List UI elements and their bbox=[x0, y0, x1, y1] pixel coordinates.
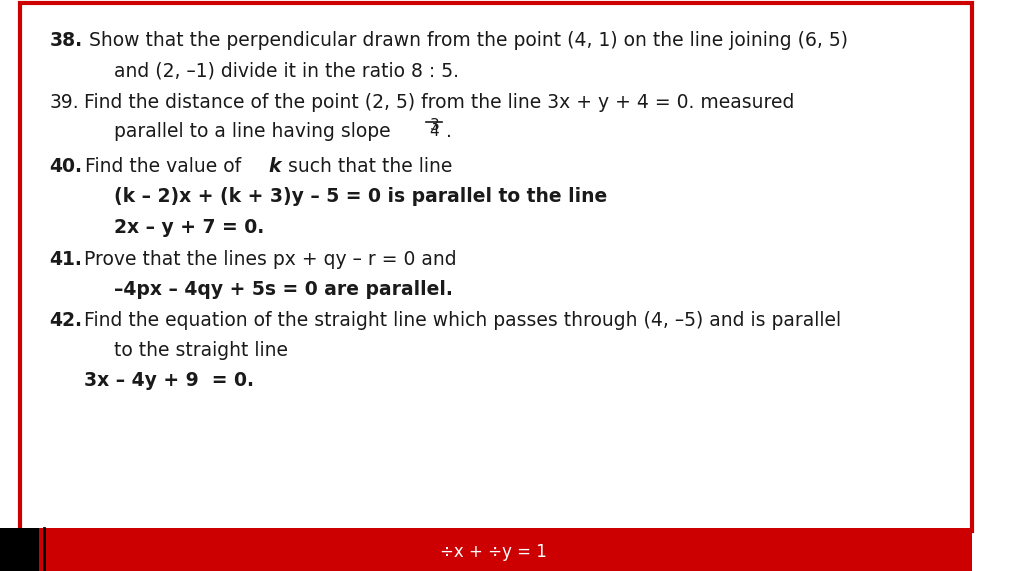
Text: .: . bbox=[446, 122, 452, 140]
Text: Show that the perpendicular drawn from the point (4, 1) on the line joining (6, : Show that the perpendicular drawn from t… bbox=[89, 31, 848, 50]
Text: to the straight line: to the straight line bbox=[114, 341, 288, 360]
Text: ÷x + ÷y = 1: ÷x + ÷y = 1 bbox=[440, 543, 547, 561]
Text: 4: 4 bbox=[429, 124, 439, 139]
Text: Find the value of: Find the value of bbox=[85, 157, 247, 176]
Text: 38.: 38. bbox=[49, 31, 83, 50]
Text: 39.: 39. bbox=[49, 93, 79, 111]
Text: k: k bbox=[268, 157, 281, 176]
Text: 2x – y + 7 = 0.: 2x – y + 7 = 0. bbox=[114, 218, 264, 237]
Text: parallel to a line having slope: parallel to a line having slope bbox=[114, 122, 396, 140]
Text: 3x – 4y + 9  = 0.: 3x – 4y + 9 = 0. bbox=[84, 371, 254, 390]
Text: 3: 3 bbox=[429, 118, 439, 133]
Text: Prove that the lines px + qy – r = 0 and: Prove that the lines px + qy – r = 0 and bbox=[84, 250, 457, 268]
Text: 42.: 42. bbox=[49, 311, 82, 330]
Text: (k – 2)x + (k + 3)y – 5 = 0 is parallel to the line: (k – 2)x + (k + 3)y – 5 = 0 is parallel … bbox=[114, 187, 607, 206]
Text: Find the distance of the point (2, 5) from the line 3x + y + 4 = 0. measured: Find the distance of the point (2, 5) fr… bbox=[84, 93, 795, 111]
Text: 41.: 41. bbox=[49, 250, 82, 268]
Bar bbox=[19, 528, 973, 571]
Text: 40.: 40. bbox=[49, 157, 82, 176]
Text: and (2, –1) divide it in the ratio 8 : 5.: and (2, –1) divide it in the ratio 8 : 5… bbox=[114, 61, 459, 80]
Text: Find the equation of the straight line which passes through (4, –5) and is paral: Find the equation of the straight line w… bbox=[84, 311, 841, 330]
Text: such that the line: such that the line bbox=[283, 157, 453, 176]
Bar bbox=[0, 528, 40, 571]
Text: –4px – 4qy + 5s = 0 are parallel.: –4px – 4qy + 5s = 0 are parallel. bbox=[114, 280, 453, 299]
